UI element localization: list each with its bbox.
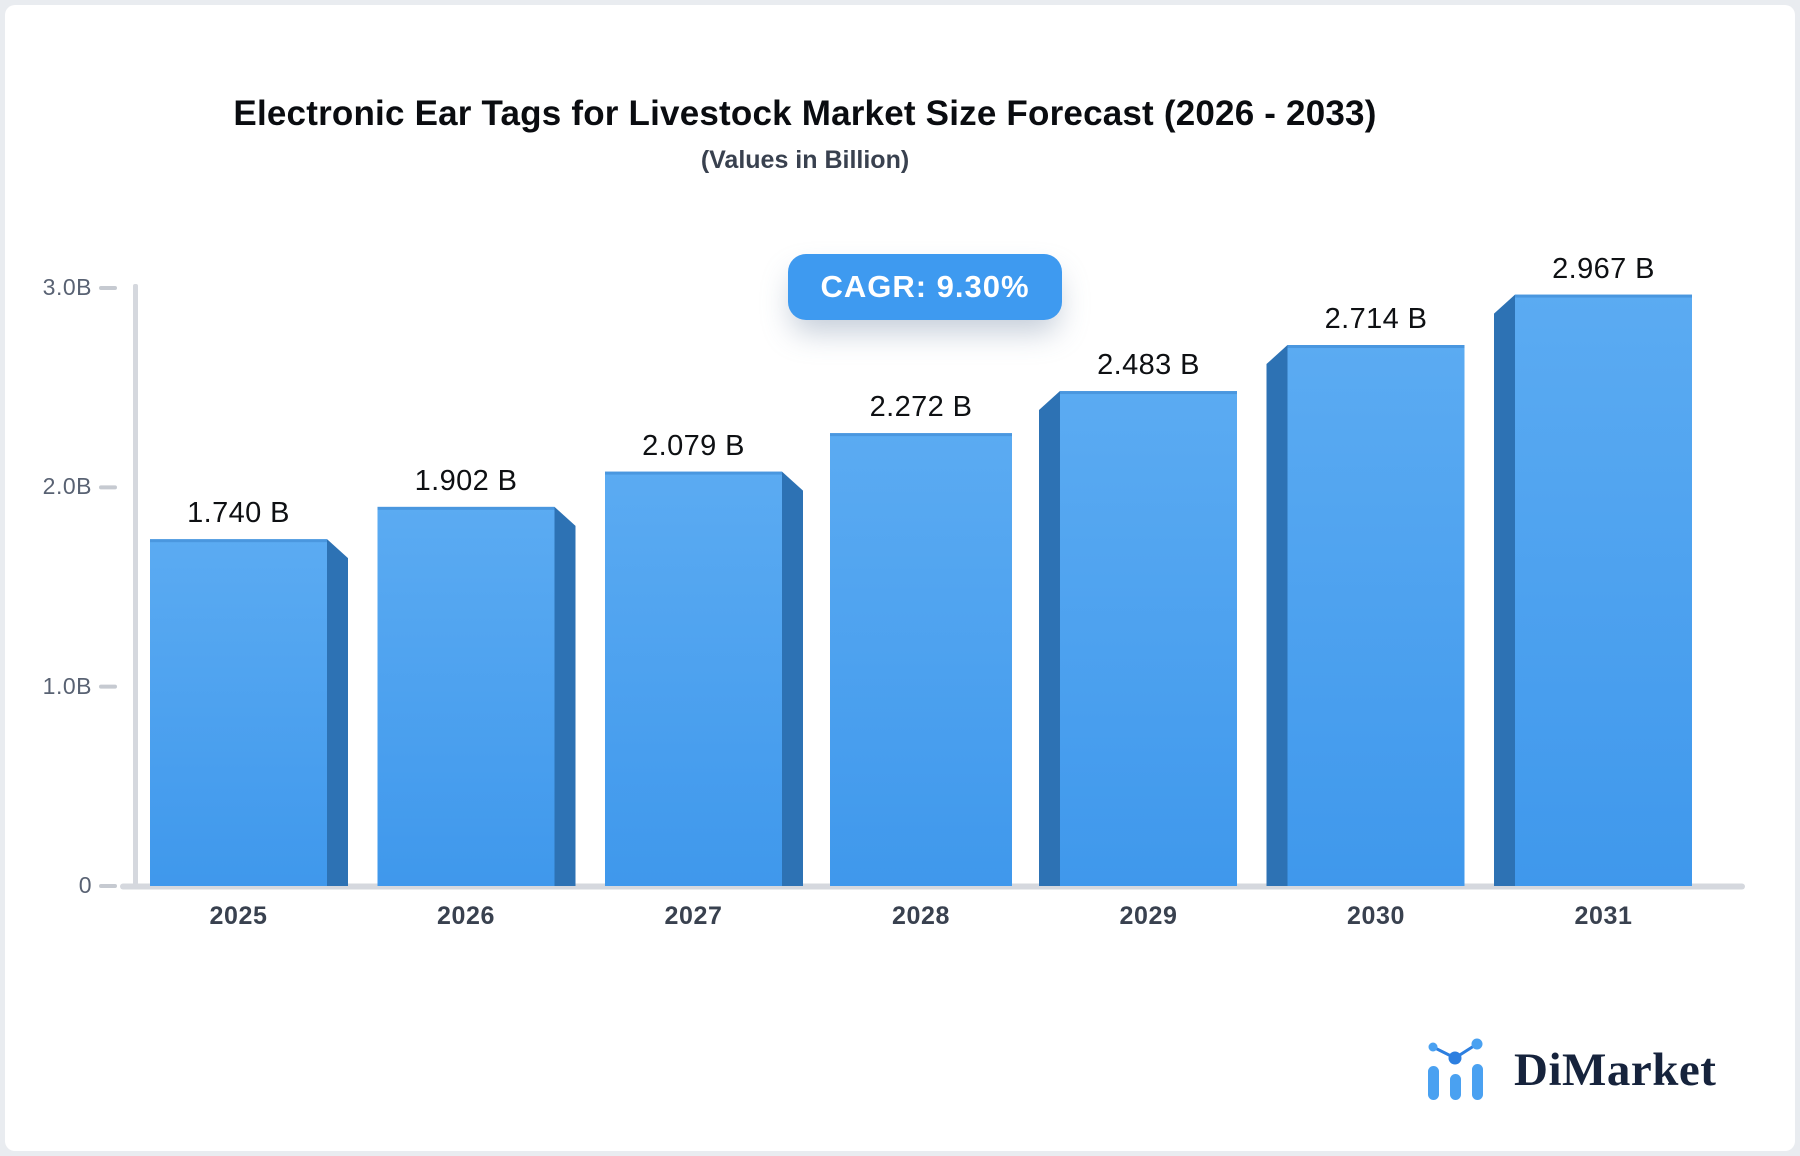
y-axis-label: 2.0B xyxy=(42,473,92,500)
bar-3d-side xyxy=(554,506,576,886)
logo-dot xyxy=(1428,1042,1438,1052)
y-axis-label: 0 xyxy=(78,872,92,898)
bar-top-edge xyxy=(1287,345,1465,349)
bar-3d-side xyxy=(1266,345,1288,886)
bar-2025[interactable] xyxy=(150,539,327,886)
bar-3d-side xyxy=(327,539,348,886)
bar-value-label: 2.967 B xyxy=(1552,252,1655,285)
bar-top-edge xyxy=(830,433,1012,437)
bar-top-edge xyxy=(377,506,555,510)
x-axis-label: 2030 xyxy=(1346,902,1406,930)
dimarket-logo[interactable]: DiMarket xyxy=(1422,1034,1716,1106)
x-axis-label: 2025 xyxy=(209,902,268,930)
y-axis-tick xyxy=(99,684,117,689)
logo-dot xyxy=(1471,1038,1483,1050)
bar-top-edge xyxy=(1060,391,1237,395)
bar-2026[interactable] xyxy=(377,506,555,886)
logo-bar xyxy=(1428,1066,1439,1100)
chart-subtitle: (Values in Billion) xyxy=(700,146,910,174)
bar-value-label: 2.714 B xyxy=(1324,303,1428,335)
y-axis-line xyxy=(133,284,138,888)
chart-title: Electronic Ear Tags for Livestock Market… xyxy=(233,94,1377,133)
logo-bar xyxy=(1472,1064,1483,1100)
cagr-badge-label: CAGR: 9.30% xyxy=(820,269,1030,304)
cagr-badge: CAGR: 9.30% xyxy=(788,254,1062,320)
x-axis-label: 2026 xyxy=(436,902,496,930)
y-axis-tick xyxy=(99,286,117,290)
y-axis-label: 3.0B xyxy=(42,274,92,300)
bar-3d-side xyxy=(1494,294,1515,886)
bar-2030[interactable] xyxy=(1287,345,1465,886)
logo-dot xyxy=(1448,1051,1462,1065)
logo-bar xyxy=(1450,1074,1461,1100)
bar-value-label: 2.079 B xyxy=(642,429,745,462)
dimarket-logo-text: DiMarket xyxy=(1514,1044,1717,1096)
y-axis-label: 1.0B xyxy=(42,672,92,699)
y-axis-tick xyxy=(99,884,117,888)
bar-top-edge xyxy=(605,471,782,475)
x-axis-label: 2029 xyxy=(1119,902,1178,930)
bar-value-label: 2.483 B xyxy=(1097,349,1200,382)
x-axis-label: 2028 xyxy=(891,902,951,930)
bar-2027[interactable] xyxy=(605,471,782,886)
bar-3d-side xyxy=(782,471,803,886)
bar-top-edge xyxy=(150,539,327,543)
x-axis-label: 2031 xyxy=(1574,902,1633,930)
dimarket-logo-icon xyxy=(1428,1038,1483,1100)
bar-top-edge xyxy=(1515,294,1692,298)
x-axis-label: 2027 xyxy=(664,902,723,930)
bar-2028[interactable] xyxy=(830,433,1012,886)
bar-3d-side xyxy=(1039,391,1060,886)
bar-value-label: 1.902 B xyxy=(414,464,518,497)
bar-2031[interactable] xyxy=(1515,294,1692,886)
bar-2029[interactable] xyxy=(1060,391,1237,886)
bar-value-label: 1.740 B xyxy=(187,497,290,530)
y-axis-tick xyxy=(99,485,117,490)
bar-value-label: 2.272 B xyxy=(869,391,973,424)
